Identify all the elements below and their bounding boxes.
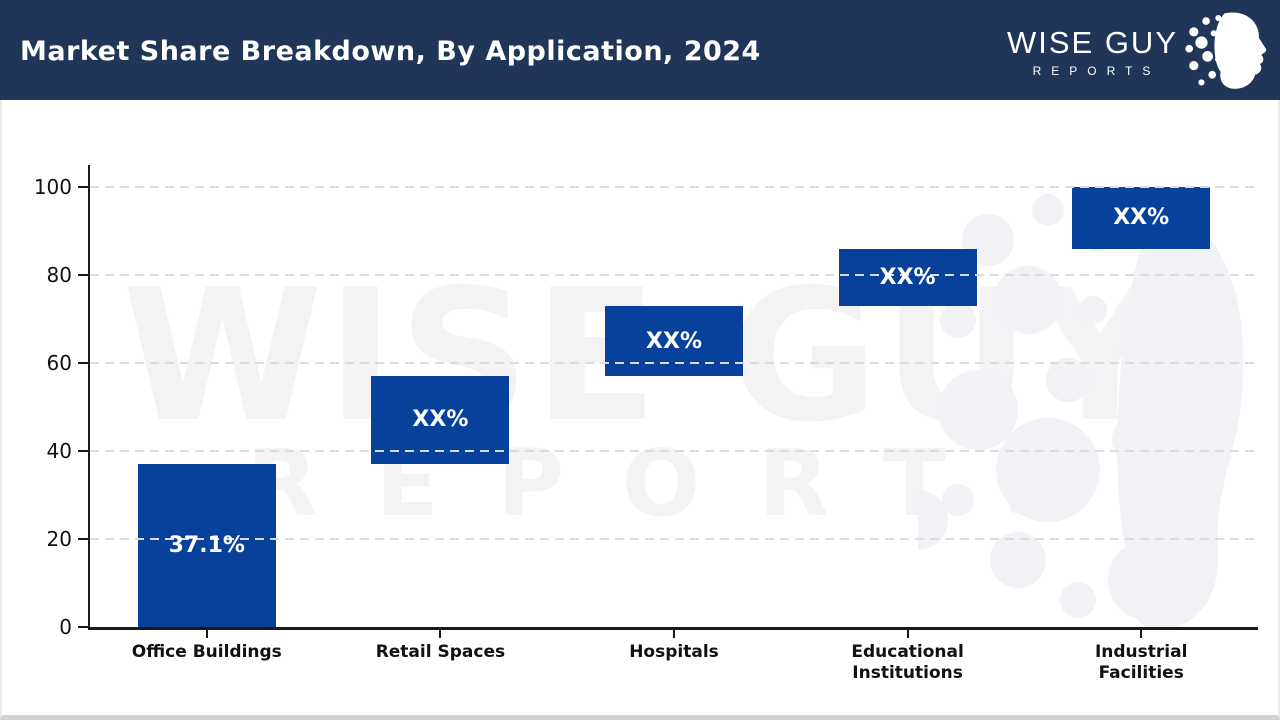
gridline-20 (90, 538, 1258, 540)
y-tick-60 (78, 362, 88, 364)
x-tick-office-buildings (205, 630, 208, 638)
x-category-label-industrial-facilities: Industrial Facilities (1094, 642, 1188, 684)
wiseguy-logo: WISE GUY REPORTS (1007, 8, 1272, 94)
y-tick-label-100: 100 (33, 175, 72, 199)
y-tick-label-0: 0 (59, 615, 72, 639)
y-tick-40 (78, 450, 88, 452)
bar-retail-spaces: XX% (371, 376, 510, 464)
page-title: Market Share Breakdown, By Application, … (20, 36, 761, 67)
x-tick-hospitals (673, 630, 675, 638)
x-tick-educational-institutions (906, 630, 909, 638)
watermark-face-icon (918, 194, 1244, 630)
y-tick-label-80: 80 (46, 263, 72, 287)
bar-industrial-facilities: XX% (1072, 187, 1211, 249)
logo-subtitle: REPORTS (1032, 63, 1161, 78)
logo-wordmark: WISE GUY (1006, 24, 1178, 60)
y-tick-100 (78, 186, 88, 188)
x-category-label-office-buildings: Office Buildings (131, 642, 282, 662)
chart-card: WISE GUY REPORTS 0 20 40 60 80 100 37.1% Office… (0, 100, 1280, 720)
gridline-60 (90, 362, 1258, 364)
wiseguy-logo-text: WISE GUY REPORTS (1007, 25, 1178, 78)
y-tick-80 (78, 274, 88, 276)
bar-value-label-hospitals: XX% (646, 328, 702, 354)
gridline-80 (90, 274, 1258, 276)
x-tick-retail-spaces (439, 630, 442, 638)
bar-hospitals: XX% (605, 305, 743, 377)
bar-value-label-industrial-facilities: XX% (1113, 205, 1170, 231)
y-tick-label-60: 60 (46, 351, 72, 375)
y-tick-0 (78, 626, 88, 628)
x-tick-industrial-facilities (1140, 630, 1143, 638)
bar-educational-institutions: XX% (838, 248, 977, 306)
bar-value-label-educational-institutions: XX% (879, 264, 936, 290)
bar-value-label-retail-spaces: XX% (412, 407, 469, 433)
x-axis-spine (88, 627, 1258, 630)
x-category-label-hospitals: Hospitals (629, 642, 719, 662)
bar-office-buildings: 37.1% (137, 463, 276, 627)
x-category-label-educational-institutions: Educational Institutions (851, 642, 964, 684)
y-tick-label-40: 40 (46, 439, 72, 463)
y-tick-label-20: 20 (46, 527, 72, 551)
y-tick-20 (78, 538, 88, 540)
wiseguy-face-icon (1185, 12, 1267, 89)
x-category-label-retail-spaces: Retail Spaces (375, 642, 506, 662)
bar-value-label-office-buildings: 37.1% (168, 532, 245, 558)
gridline-40 (90, 450, 1258, 452)
gridline-100 (90, 186, 1258, 188)
y-axis-spine (88, 165, 90, 629)
plot-area: 0 20 40 60 80 100 37.1% Office Buildings XX% Reta… (34, 165, 1258, 683)
header-bar: Market Share Breakdown, By Application, … (0, 0, 1280, 100)
